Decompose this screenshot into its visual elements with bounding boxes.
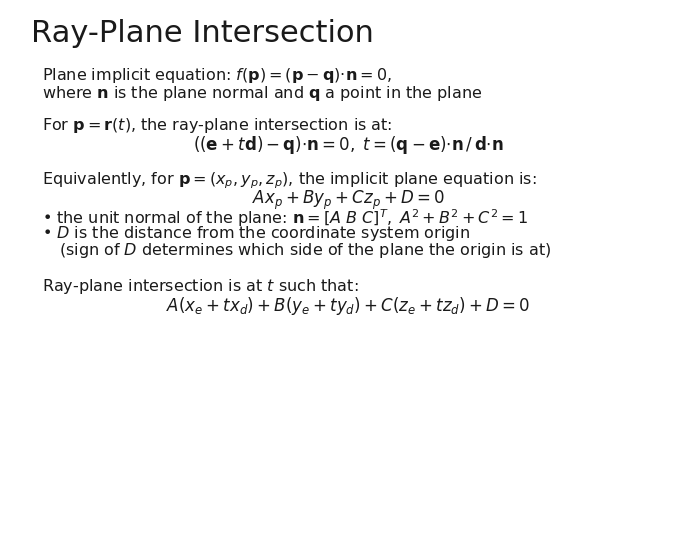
Text: For $\mathbf{p} = \mathbf{r}(t)$, the ray-plane intersection is at:: For $\mathbf{p} = \mathbf{r}(t)$, the ra… (42, 116, 392, 135)
Text: Ray-Plane Intersection: Ray-Plane Intersection (31, 19, 374, 48)
Text: (sign of $D$ determines which side of the plane the origin is at): (sign of $D$ determines which side of th… (59, 241, 551, 260)
Text: $Ax_p + By_p + Cz_p + D = 0$: $Ax_p + By_p + Cz_p + D = 0$ (252, 189, 445, 212)
Text: Ray-plane intersection is at $t$ such that:: Ray-plane intersection is at $t$ such th… (42, 276, 358, 295)
Text: Equivalently, for $\mathbf{p} = (x_p, y_p, z_p)$, the implicit plane equation is: Equivalently, for $\mathbf{p} = (x_p, y_… (42, 170, 537, 191)
Text: • $D$ is the distance from the coordinate system origin: • $D$ is the distance from the coordinat… (42, 224, 470, 243)
Text: $A(x_e + tx_d) + B(y_e + ty_d) + C(z_e + tz_d) + D = 0$: $A(x_e + tx_d) + B(y_e + ty_d) + C(z_e +… (167, 295, 530, 317)
Text: $\left((\mathbf{e} + t\mathbf{d}) - \mathbf{q}\right){\cdot}\mathbf{n} = 0,\; t : $\left((\mathbf{e} + t\mathbf{d}) - \mat… (193, 134, 504, 156)
Text: Plane implicit equation: $f(\mathbf{p}) = (\mathbf{p} - \mathbf{q}){\cdot}\mathb: Plane implicit equation: $f(\mathbf{p}) … (42, 66, 392, 85)
Text: • the unit normal of the plane: $\mathbf{n} = [A\ B\ C]^T,\; A^2 + B^2 + C^2 = 1: • the unit normal of the plane: $\mathbf… (42, 207, 528, 228)
Text: where $\mathbf{n}$ is the plane normal and $\mathbf{q}$ a point in the plane: where $\mathbf{n}$ is the plane normal a… (42, 84, 482, 103)
